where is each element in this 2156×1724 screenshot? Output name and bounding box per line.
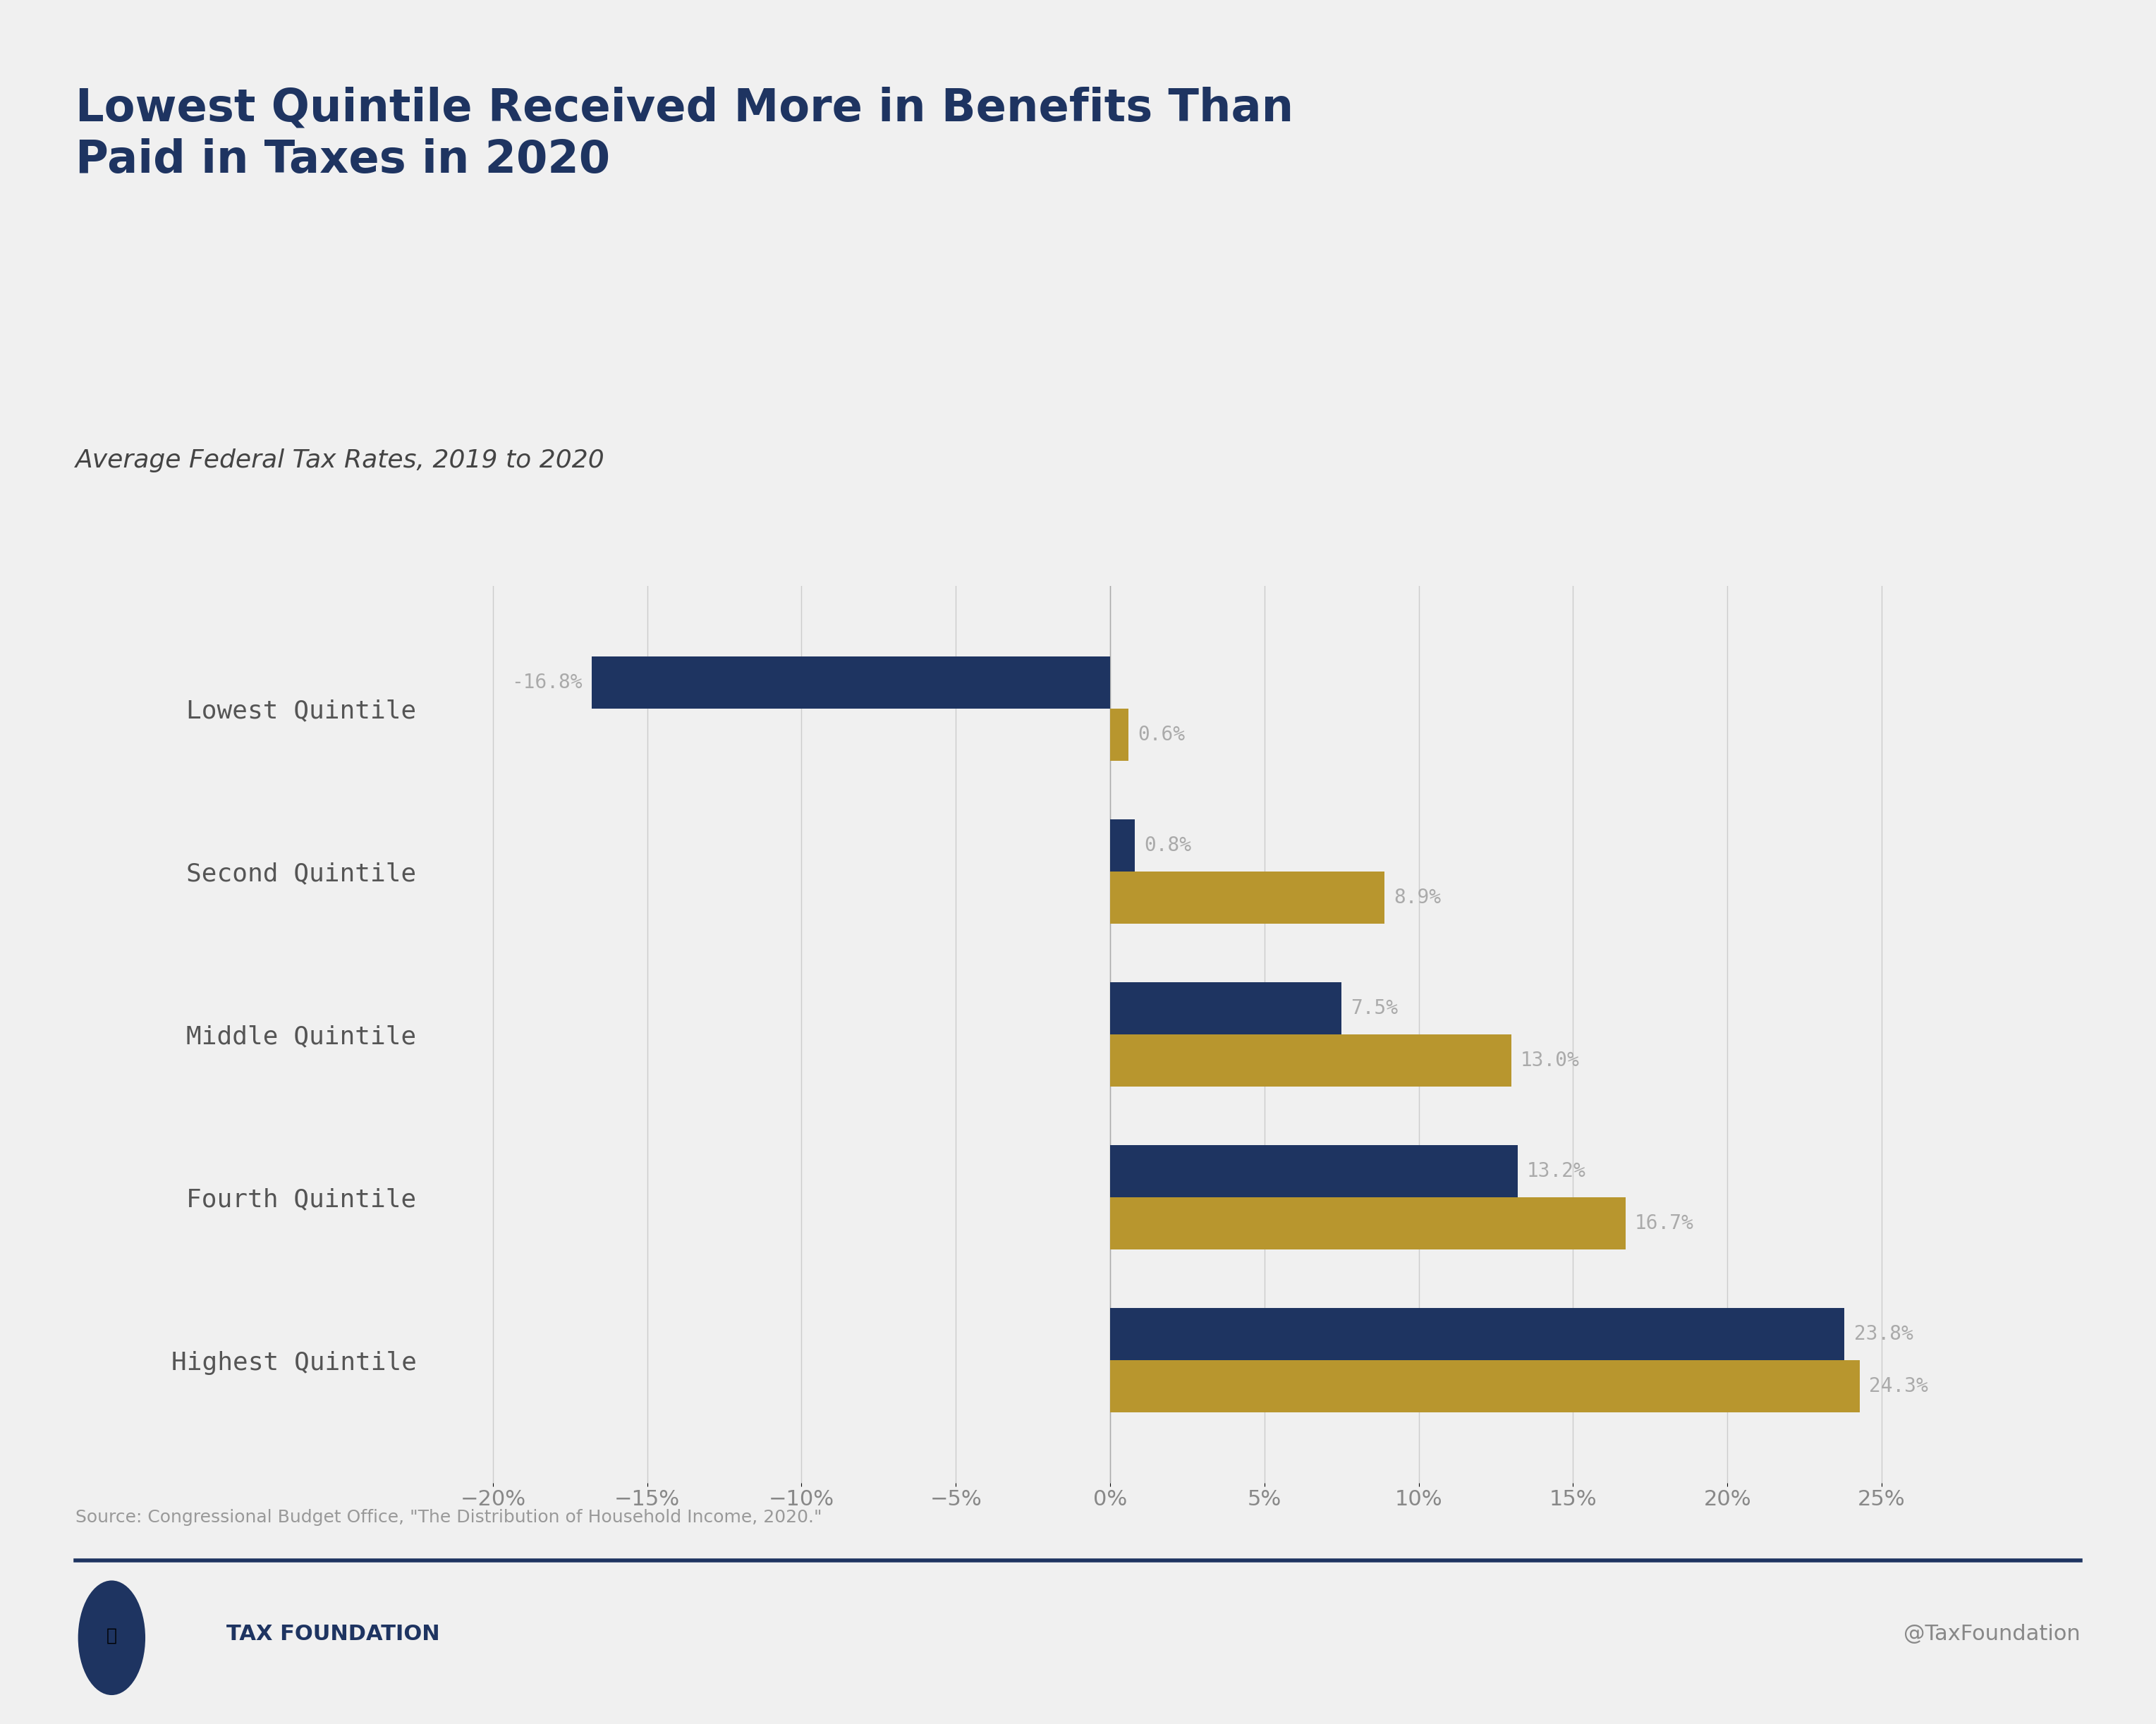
Text: 24.3%: 24.3% xyxy=(1869,1376,1927,1396)
Text: 🏛: 🏛 xyxy=(106,1627,116,1645)
Text: 13.0%: 13.0% xyxy=(1520,1050,1580,1071)
Bar xyxy=(1110,1309,1846,1360)
Text: 23.8%: 23.8% xyxy=(1854,1324,1912,1345)
Ellipse shape xyxy=(78,1581,144,1695)
Bar xyxy=(1110,871,1384,924)
Text: @TaxFoundation: @TaxFoundation xyxy=(1904,1624,2081,1645)
Bar xyxy=(1110,1198,1626,1250)
Text: 7.5%: 7.5% xyxy=(1352,998,1397,1019)
Bar xyxy=(1110,983,1341,1034)
Text: Average Federal Tax Rates, 2019 to 2020: Average Federal Tax Rates, 2019 to 2020 xyxy=(75,448,606,472)
Bar xyxy=(1110,1145,1518,1198)
Bar xyxy=(1110,709,1128,760)
Text: 13.2%: 13.2% xyxy=(1526,1162,1587,1181)
Bar xyxy=(591,657,1110,709)
Text: 0.6%: 0.6% xyxy=(1138,724,1186,745)
Text: 8.9%: 8.9% xyxy=(1395,888,1442,907)
Text: 0.8%: 0.8% xyxy=(1145,836,1192,855)
Bar xyxy=(1110,1034,1511,1086)
Text: Source: Congressional Budget Office, "The Distribution of Household Income, 2020: Source: Congressional Budget Office, "Th… xyxy=(75,1508,821,1526)
Text: -16.8%: -16.8% xyxy=(511,672,582,693)
Text: 16.7%: 16.7% xyxy=(1634,1214,1695,1233)
Bar xyxy=(1110,819,1134,871)
Bar xyxy=(1110,1360,1861,1412)
Text: Lowest Quintile Received More in Benefits Than
Paid in Taxes in 2020: Lowest Quintile Received More in Benefit… xyxy=(75,86,1294,183)
Text: TAX FOUNDATION: TAX FOUNDATION xyxy=(226,1624,440,1645)
